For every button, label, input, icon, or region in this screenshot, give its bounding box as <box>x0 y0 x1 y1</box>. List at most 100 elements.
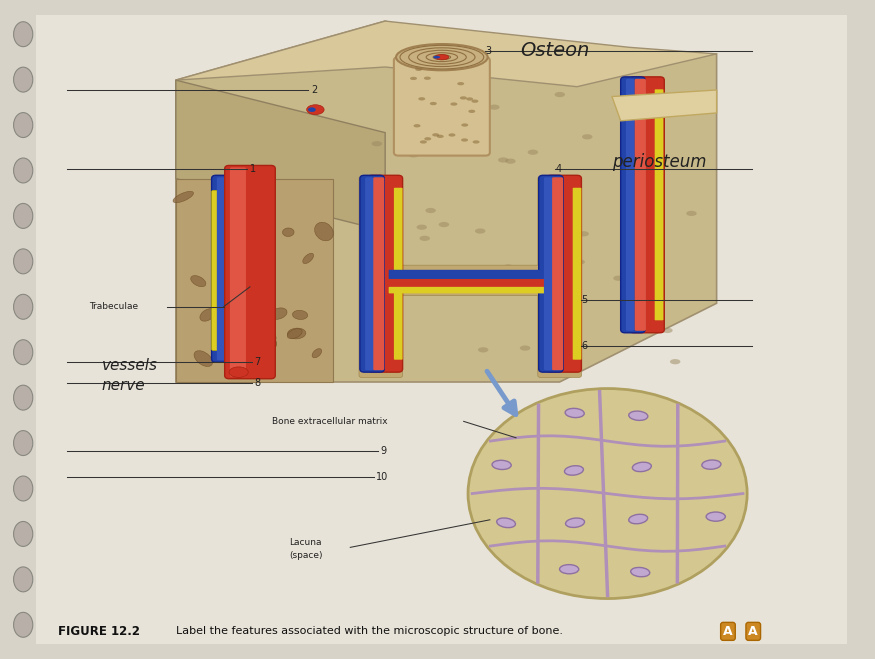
Ellipse shape <box>565 518 584 527</box>
Text: 8: 8 <box>255 378 261 388</box>
Ellipse shape <box>451 102 458 105</box>
Text: nerve: nerve <box>102 378 145 393</box>
FancyBboxPatch shape <box>359 177 403 378</box>
FancyBboxPatch shape <box>388 287 552 293</box>
FancyBboxPatch shape <box>547 175 581 372</box>
Ellipse shape <box>497 518 515 528</box>
Ellipse shape <box>414 124 421 127</box>
Polygon shape <box>176 21 717 87</box>
Text: 1: 1 <box>250 163 256 174</box>
Ellipse shape <box>14 340 32 364</box>
Ellipse shape <box>173 191 193 203</box>
Polygon shape <box>176 21 717 382</box>
Ellipse shape <box>200 308 215 321</box>
Ellipse shape <box>478 347 488 353</box>
FancyBboxPatch shape <box>373 177 384 370</box>
Text: periosteum: periosteum <box>612 153 706 171</box>
Ellipse shape <box>578 231 589 237</box>
FancyBboxPatch shape <box>634 79 646 331</box>
Ellipse shape <box>449 133 456 136</box>
FancyBboxPatch shape <box>629 77 664 333</box>
FancyBboxPatch shape <box>388 275 552 289</box>
Ellipse shape <box>545 287 556 292</box>
FancyBboxPatch shape <box>360 175 384 372</box>
Text: Trabeculae: Trabeculae <box>88 302 137 311</box>
Ellipse shape <box>308 107 316 112</box>
Ellipse shape <box>670 359 681 364</box>
Ellipse shape <box>303 253 313 264</box>
Ellipse shape <box>14 22 32 47</box>
Ellipse shape <box>287 329 302 339</box>
Ellipse shape <box>14 567 32 592</box>
Ellipse shape <box>229 314 247 328</box>
Ellipse shape <box>520 345 530 351</box>
Ellipse shape <box>418 97 425 100</box>
Ellipse shape <box>191 275 206 287</box>
Ellipse shape <box>629 514 648 524</box>
Ellipse shape <box>424 137 431 140</box>
FancyBboxPatch shape <box>394 188 402 360</box>
Ellipse shape <box>264 331 276 345</box>
Ellipse shape <box>437 134 444 138</box>
FancyBboxPatch shape <box>212 190 228 351</box>
Ellipse shape <box>396 44 487 71</box>
FancyBboxPatch shape <box>394 57 490 156</box>
Text: 10: 10 <box>376 472 388 482</box>
Ellipse shape <box>14 521 32 546</box>
Ellipse shape <box>14 249 32 274</box>
Ellipse shape <box>410 77 417 80</box>
Ellipse shape <box>489 105 500 110</box>
FancyBboxPatch shape <box>552 177 564 370</box>
Ellipse shape <box>564 466 584 475</box>
Ellipse shape <box>631 567 650 577</box>
Ellipse shape <box>460 96 467 100</box>
Ellipse shape <box>706 512 725 521</box>
FancyBboxPatch shape <box>538 177 581 378</box>
Ellipse shape <box>686 211 696 216</box>
Text: Label the features associated with the microscopic structure of bone.: Label the features associated with the m… <box>176 626 563 637</box>
Ellipse shape <box>633 462 651 472</box>
Ellipse shape <box>14 385 32 410</box>
Ellipse shape <box>435 55 449 60</box>
Text: FIGURE 12.2: FIGURE 12.2 <box>58 625 140 638</box>
Text: 4: 4 <box>556 163 562 174</box>
Ellipse shape <box>461 138 468 142</box>
Ellipse shape <box>472 100 479 103</box>
FancyBboxPatch shape <box>368 175 402 372</box>
Ellipse shape <box>430 102 437 105</box>
Text: A: A <box>748 625 758 638</box>
Text: 3: 3 <box>486 45 492 55</box>
Circle shape <box>468 389 747 598</box>
Ellipse shape <box>14 158 32 183</box>
Ellipse shape <box>629 411 648 420</box>
Text: (space): (space) <box>290 552 323 560</box>
Polygon shape <box>176 179 332 382</box>
Ellipse shape <box>492 460 511 469</box>
Ellipse shape <box>473 140 480 144</box>
FancyBboxPatch shape <box>36 14 848 645</box>
FancyBboxPatch shape <box>654 90 663 320</box>
Ellipse shape <box>14 113 32 138</box>
Ellipse shape <box>270 308 287 320</box>
Ellipse shape <box>408 152 418 158</box>
Ellipse shape <box>433 56 440 59</box>
Text: 9: 9 <box>381 446 387 456</box>
Ellipse shape <box>475 229 486 234</box>
Ellipse shape <box>582 134 592 140</box>
Ellipse shape <box>559 565 578 574</box>
Ellipse shape <box>468 109 475 113</box>
Polygon shape <box>176 80 385 231</box>
Ellipse shape <box>14 476 32 501</box>
Ellipse shape <box>473 125 483 130</box>
Ellipse shape <box>14 295 32 319</box>
Text: 7: 7 <box>255 357 261 367</box>
Ellipse shape <box>220 232 237 247</box>
Polygon shape <box>612 90 717 121</box>
Ellipse shape <box>229 367 248 378</box>
Ellipse shape <box>194 351 213 366</box>
FancyBboxPatch shape <box>212 175 245 362</box>
Ellipse shape <box>662 328 673 333</box>
Ellipse shape <box>249 341 272 347</box>
FancyBboxPatch shape <box>626 79 634 331</box>
Ellipse shape <box>287 328 306 339</box>
